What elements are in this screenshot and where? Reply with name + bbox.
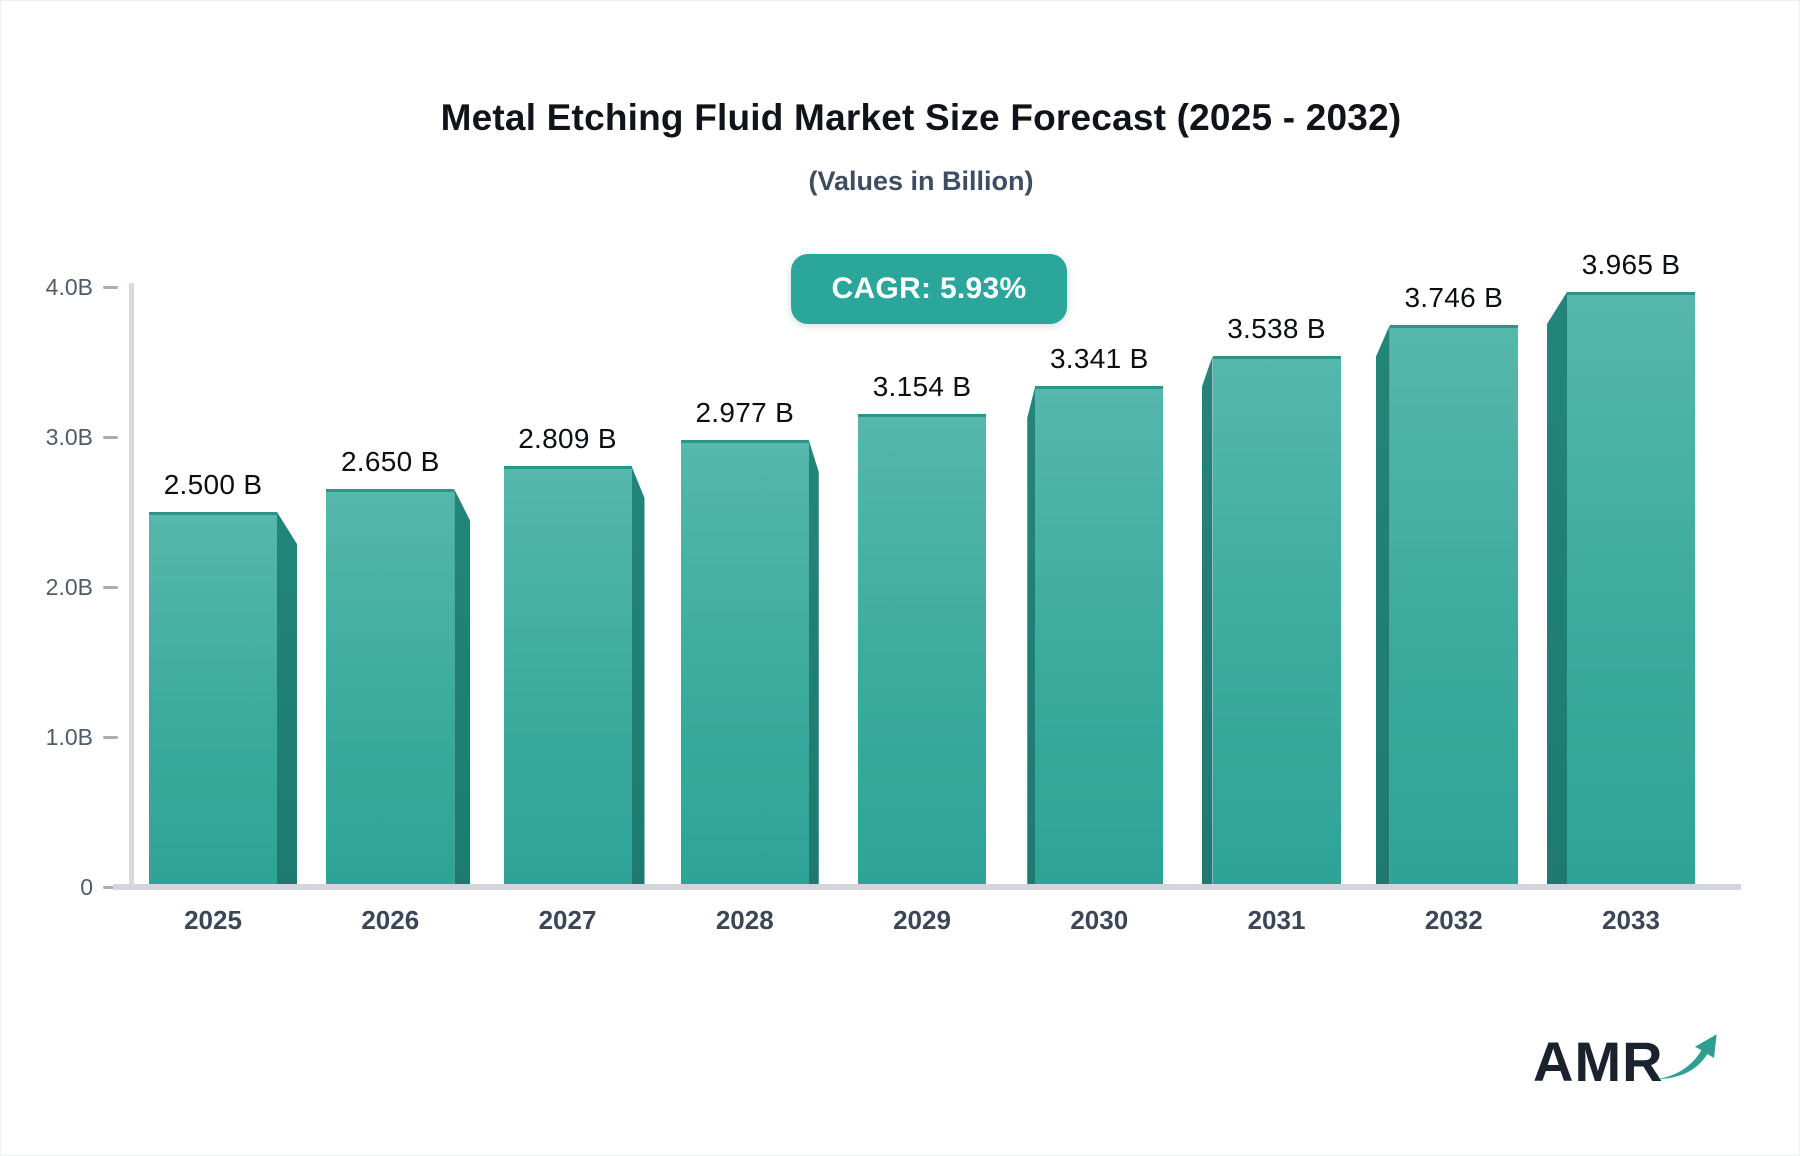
cagr-badge: CAGR: 5.93% bbox=[791, 254, 1067, 324]
y-tick-label: 1.0B bbox=[45, 724, 93, 750]
bar-value-label: 3.746 B bbox=[1404, 282, 1504, 313]
x-tick-label: 2030 bbox=[1070, 905, 1129, 935]
growth-arrow-icon bbox=[1655, 1034, 1717, 1080]
y-tick-label: 3.0B bbox=[45, 424, 93, 450]
bar-side-face-2031 bbox=[1201, 356, 1213, 887]
bar-value-label: 3.341 B bbox=[1049, 343, 1149, 374]
y-tick-label: 0 bbox=[80, 874, 93, 900]
bar-value-label: 2.977 B bbox=[695, 397, 795, 428]
bar-side-face-2028 bbox=[808, 440, 819, 887]
bar-side-face-2032 bbox=[1375, 325, 1390, 887]
x-tick-label: 2031 bbox=[1247, 905, 1306, 935]
y-tick-mark bbox=[103, 886, 118, 889]
bar-side-face-2027 bbox=[631, 466, 645, 887]
chart-title: Metal Etching Fluid Market Size Forecast… bbox=[440, 97, 1402, 138]
bar-value-label: 2.809 B bbox=[518, 423, 617, 454]
x-tick-label: 2032 bbox=[1424, 905, 1483, 935]
bar-value-label: 3.154 B bbox=[872, 371, 972, 402]
bar-side-face-2030 bbox=[1027, 386, 1036, 887]
x-tick-label: 2028 bbox=[715, 905, 774, 935]
x-tick-label: 2029 bbox=[893, 905, 951, 935]
bar-2028 bbox=[680, 440, 809, 887]
bar-2033 bbox=[1567, 292, 1695, 887]
x-tick-label: 2033 bbox=[1602, 905, 1660, 935]
y-axis-line bbox=[129, 283, 134, 887]
bar-2031 bbox=[1212, 356, 1341, 887]
bar-2029 bbox=[858, 414, 986, 887]
y-tick-mark bbox=[103, 286, 118, 289]
y-tick-mark bbox=[103, 436, 118, 439]
bar-side-face-2025 bbox=[277, 512, 297, 887]
y-tick-mark bbox=[103, 736, 118, 739]
x-tick-label: 2027 bbox=[538, 905, 597, 935]
bar-2026 bbox=[326, 489, 455, 887]
y-tick-label: 4.0B bbox=[45, 274, 93, 300]
y-tick-label: 2.0B bbox=[45, 574, 93, 600]
bar-side-face-2026 bbox=[454, 489, 471, 887]
bar-value-label: 3.538 B bbox=[1227, 313, 1326, 344]
bar-side-face-2033 bbox=[1547, 292, 1567, 887]
y-tick-mark bbox=[103, 586, 118, 589]
chart-subtitle: (Values in Billion) bbox=[808, 166, 1034, 196]
amr-logo-text: AMR bbox=[1533, 1030, 1664, 1093]
amr-logo: AMR bbox=[1533, 1029, 1720, 1093]
bar-2025 bbox=[149, 512, 277, 887]
x-tick-label: 2026 bbox=[361, 905, 420, 935]
bar-2027 bbox=[503, 466, 632, 887]
bar-value-label: 3.965 B bbox=[1581, 249, 1681, 280]
cagr-badge-label: CAGR: 5.93% bbox=[831, 272, 1027, 305]
bar-value-label: 2.500 B bbox=[163, 469, 263, 500]
x-axis-line bbox=[113, 884, 1741, 890]
bar-value-label: 2.650 B bbox=[340, 446, 440, 477]
x-tick-label: 2025 bbox=[184, 905, 242, 935]
bar-2030 bbox=[1035, 386, 1164, 887]
bar-2032 bbox=[1389, 325, 1518, 887]
